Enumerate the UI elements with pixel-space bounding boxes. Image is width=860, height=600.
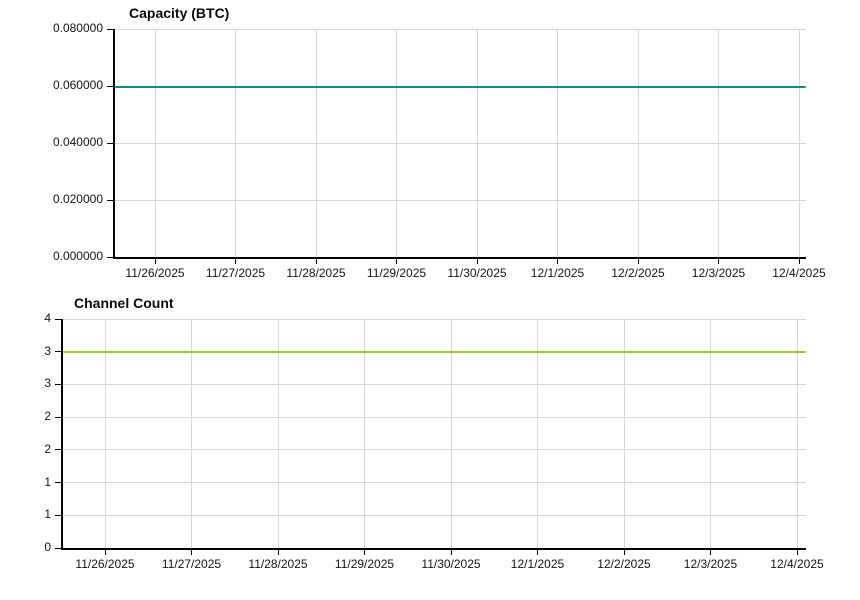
- y-tick-label: 0.040000: [52, 135, 103, 149]
- x-tick-mark: [396, 257, 397, 264]
- x-tick-label: 11/26/2025: [125, 266, 185, 280]
- v-gridline: [637, 29, 639, 257]
- x-tick-mark: [718, 257, 719, 264]
- x-tick-label: 11/30/2025: [447, 266, 507, 280]
- x-tick-mark: [796, 548, 798, 555]
- x-tick-mark: [104, 548, 106, 555]
- y-tick-label: 2: [44, 441, 51, 456]
- y-tick-label: 0.000000: [52, 249, 103, 263]
- h-gridline: [115, 28, 806, 30]
- y-tick-label: 0.060000: [52, 78, 103, 92]
- v-gridline: [235, 29, 236, 257]
- x-tick-label: 11/27/2025: [161, 557, 222, 571]
- y-tick-label: 4: [44, 311, 51, 325]
- x-tick-label: 12/4/2025: [770, 557, 824, 571]
- x-tick-mark: [537, 548, 538, 555]
- x-tick-mark: [191, 548, 192, 555]
- x-tick-mark: [450, 548, 452, 555]
- v-gridline: [277, 319, 279, 548]
- capacity-chart-title: Capacity (BTC): [129, 5, 230, 21]
- y-tick-mark: [55, 482, 61, 484]
- x-tick-label: 11/27/2025: [205, 266, 266, 280]
- y-tick-label: 0.020000: [52, 192, 103, 206]
- h-gridline: [115, 142, 806, 144]
- h-gridline: [115, 199, 806, 201]
- v-gridline: [396, 29, 397, 257]
- x-tick-label: 11/28/2025: [286, 266, 346, 280]
- x-tick-label: 11/29/2025: [334, 557, 395, 571]
- data-line-channel-count: [63, 350, 806, 353]
- x-tick-mark: [710, 548, 711, 555]
- y-tick-mark: [55, 449, 61, 451]
- y-tick-mark: [55, 547, 61, 549]
- capacity-chart-plot: 0.080000 0.060000 0.040000 0.020000 0.000000…: [53, 21, 826, 280]
- x-tick-mark: [315, 257, 317, 264]
- y-tick-mark: [107, 142, 113, 144]
- x-tick-label: 12/2/2025: [597, 557, 651, 571]
- x-tick-label: 12/2/2025: [611, 266, 665, 280]
- v-gridline: [191, 319, 192, 548]
- h-gridline: [63, 449, 806, 451]
- v-gridline: [537, 319, 538, 548]
- v-gridline: [104, 319, 106, 548]
- y-tick-label: 2: [44, 409, 51, 424]
- x-tick-mark: [364, 548, 365, 555]
- y-tick-mark: [55, 351, 61, 353]
- y-tick-label: 3: [44, 376, 51, 391]
- x-tick-label: 11/28/2025: [248, 557, 308, 571]
- x-tick-mark: [277, 548, 279, 555]
- h-gridline: [63, 416, 806, 418]
- data-line-capacity: [115, 86, 806, 89]
- y-tick-label: 0: [44, 540, 51, 554]
- v-gridline: [450, 319, 452, 548]
- h-gridline: [115, 85, 806, 87]
- channel-count-chart-plot: 4 3 3 2 2 1 1 0 11/26/2025 11/27/2025 11/28/2025 11…: [44, 311, 823, 571]
- h-gridline: [63, 482, 806, 484]
- y-tick-label: 1: [44, 507, 51, 522]
- y-tick-mark: [55, 318, 61, 320]
- x-tick-mark: [154, 257, 156, 264]
- h-gridline: [63, 514, 806, 516]
- y-tick-mark: [55, 416, 61, 418]
- y-tick-label: 0.080000: [52, 21, 103, 35]
- v-gridline: [364, 319, 365, 548]
- v-gridline: [798, 29, 800, 257]
- x-tick-label: 12/1/2025: [530, 266, 585, 280]
- h-gridline: [63, 318, 806, 320]
- y-tick-mark: [107, 85, 113, 87]
- x-tick-label: 11/26/2025: [75, 557, 135, 571]
- v-gridline: [154, 29, 156, 257]
- x-tick-mark: [623, 548, 625, 555]
- v-gridline: [623, 319, 625, 548]
- v-gridline: [557, 29, 558, 257]
- v-gridline: [315, 29, 317, 257]
- v-gridline: [476, 29, 478, 257]
- x-tick-mark: [798, 257, 800, 264]
- y-tick-mark: [107, 28, 113, 30]
- y-tick-mark: [107, 199, 113, 201]
- x-tick-mark: [476, 257, 478, 264]
- x-tick-label: 12/1/2025: [510, 557, 565, 571]
- x-tick-label: 11/29/2025: [366, 266, 427, 280]
- x-tick-mark: [637, 257, 639, 264]
- h-gridline: [63, 383, 806, 385]
- x-tick-label: 12/3/2025: [683, 557, 738, 571]
- x-tick-mark: [557, 257, 558, 264]
- y-tick-mark: [55, 514, 61, 516]
- v-gridline: [796, 319, 798, 548]
- x-tick-label: 12/3/2025: [691, 266, 746, 280]
- channel-count-chart-title: Channel Count: [74, 295, 174, 311]
- x-tick-label: 12/4/2025: [772, 266, 826, 280]
- v-gridline: [710, 319, 711, 548]
- x-tick-mark: [235, 257, 236, 264]
- x-tick-label: 11/30/2025: [421, 557, 481, 571]
- y-tick-label: 1: [44, 474, 51, 489]
- v-gridline: [718, 29, 719, 257]
- y-tick-mark: [55, 383, 61, 385]
- y-tick-label: 3: [44, 343, 51, 358]
- y-tick-mark: [107, 256, 113, 258]
